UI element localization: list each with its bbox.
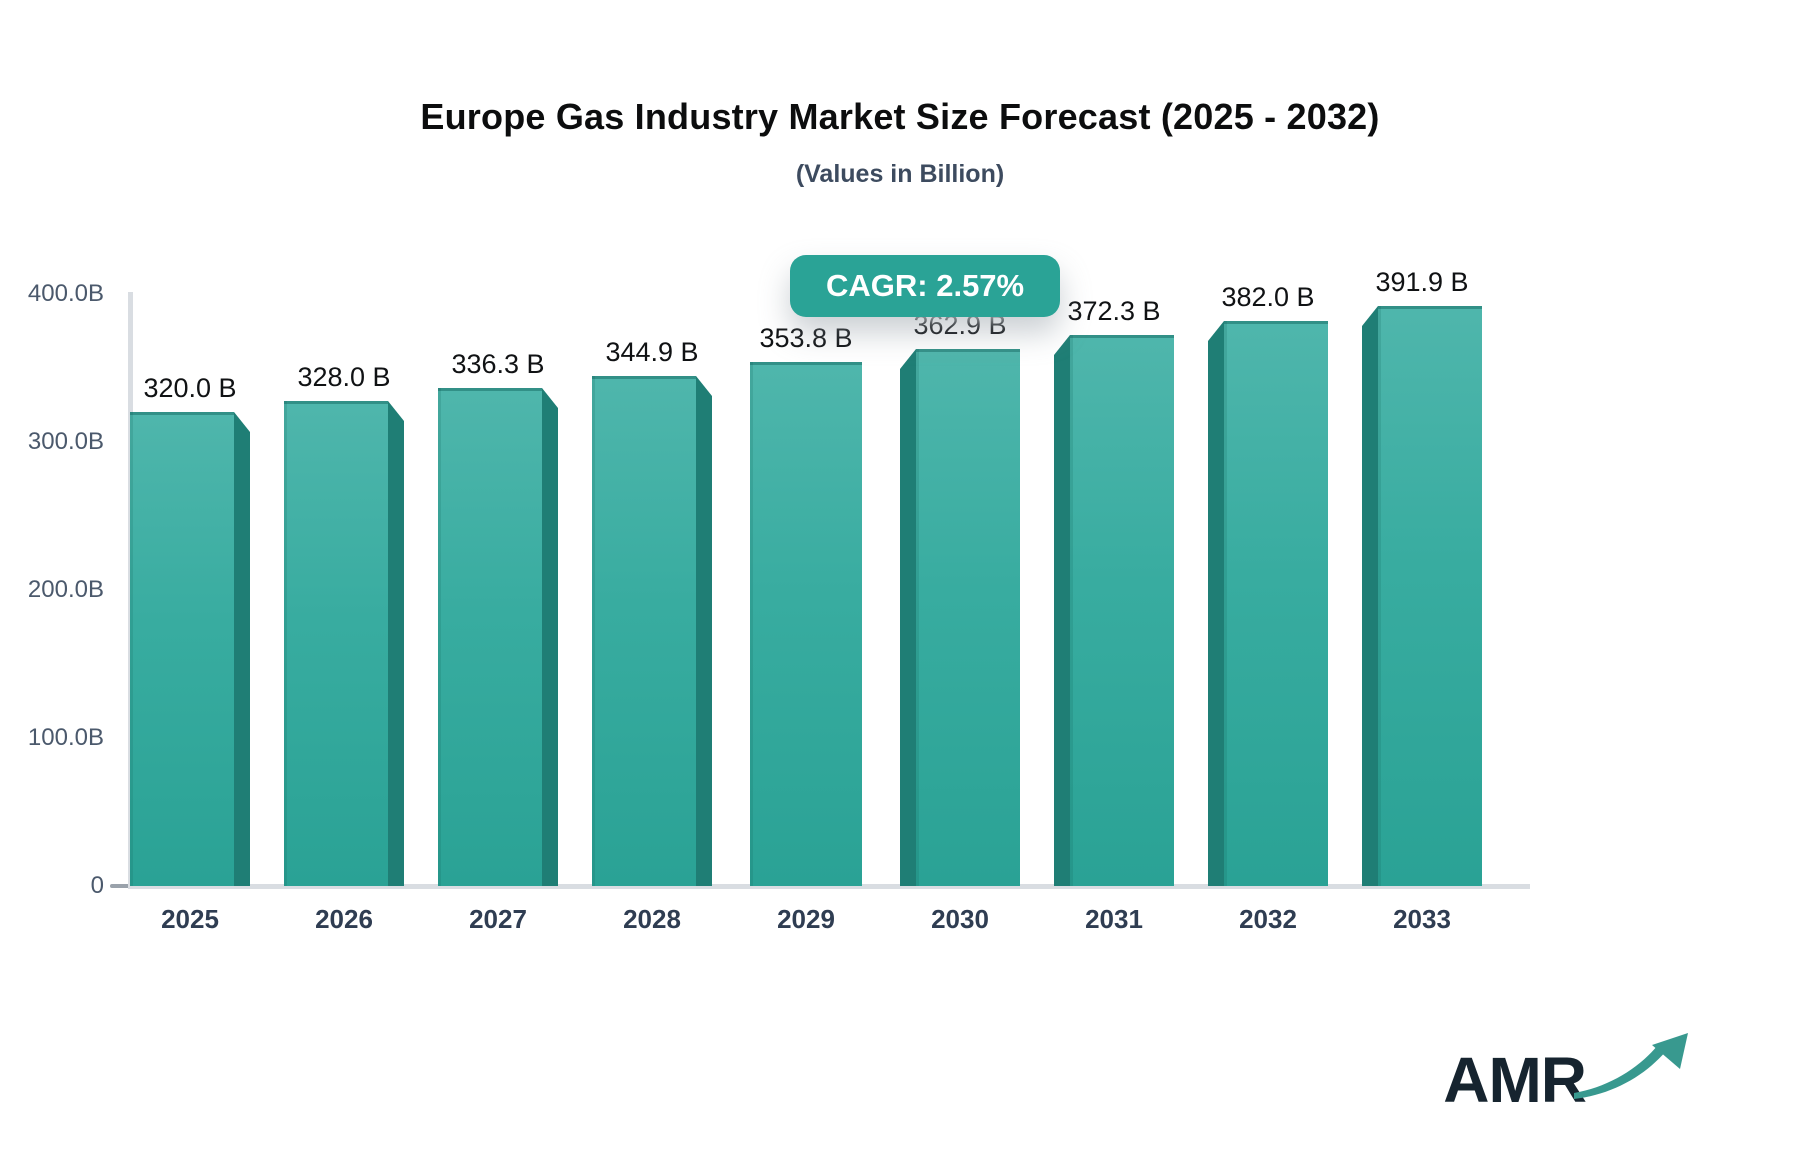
- bar-face: [916, 349, 1020, 886]
- bar-side-face: [900, 349, 916, 886]
- bar: [1362, 306, 1482, 886]
- bar: [1208, 321, 1328, 886]
- bar-face: [1224, 321, 1328, 886]
- amr-logo-text: AMR: [1443, 1044, 1587, 1116]
- bar-face: [284, 401, 388, 886]
- bar-value-label: 320.0 B: [143, 373, 237, 403]
- x-tick-label: 2029: [777, 904, 835, 934]
- bar-value-label: 372.3 B: [1067, 296, 1161, 326]
- bar-side-face: [696, 376, 712, 886]
- x-tick-label: 2030: [931, 904, 989, 934]
- bar-value-label: 382.0 B: [1221, 282, 1315, 312]
- bar: [900, 349, 1020, 886]
- bar-side-face: [234, 412, 250, 886]
- amr-logo: AMR: [1443, 1025, 1692, 1116]
- bar: [284, 401, 404, 886]
- y-tick-label: 200.0B: [27, 576, 104, 603]
- x-tick-label: 2026: [315, 904, 373, 934]
- bar-face: [130, 412, 234, 886]
- x-tick-label: 2032: [1239, 904, 1297, 934]
- bar: [592, 376, 712, 886]
- bar-side-face: [1362, 306, 1378, 886]
- growth-arrow-icon: [1572, 1025, 1692, 1108]
- bar-side-face: [1054, 335, 1070, 886]
- bar-value-label: 336.3 B: [451, 349, 545, 379]
- bar: [130, 412, 250, 886]
- bar-face: [1070, 335, 1174, 886]
- bar-side-face: [388, 401, 404, 886]
- bar-value-label: 328.0 B: [297, 362, 391, 392]
- bar: [1054, 335, 1174, 886]
- bar-face: [750, 362, 862, 886]
- zero-tick-dash: [110, 884, 130, 888]
- bar: [438, 388, 558, 886]
- x-tick-label: 2028: [623, 904, 681, 934]
- y-tick-label: 400.0B: [27, 280, 104, 307]
- chart-title: Europe Gas Industry Market Size Forecast…: [420, 96, 1380, 137]
- bar-value-label: 353.8 B: [759, 323, 853, 353]
- bar-face: [1378, 306, 1482, 886]
- bar-value-label: 391.9 B: [1375, 267, 1469, 297]
- bar-side-face: [542, 388, 558, 886]
- x-tick-label: 2033: [1393, 904, 1451, 934]
- x-tick-label: 2031: [1085, 904, 1143, 934]
- y-tick-label: 300.0B: [27, 428, 104, 455]
- bar-value-label: 344.9 B: [605, 337, 699, 367]
- bar-face: [438, 388, 542, 886]
- x-axis-line: [128, 884, 1530, 889]
- bar-side-face: [1208, 321, 1224, 886]
- x-tick-label: 2025: [161, 904, 219, 934]
- y-tick-label: 100.0B: [27, 724, 104, 751]
- bar-face: [592, 376, 696, 886]
- y-tick-label: 0: [90, 872, 104, 899]
- plot-area: 320.0 B 2025 328.0 B 2026 336.3 B 2027 344.9 B…: [130, 267, 1532, 934]
- chart-subtitle: (Values in Billion): [795, 160, 1005, 188]
- cagr-badge: CAGR: 2.57%: [790, 255, 1061, 317]
- x-tick-label: 2027: [469, 904, 527, 934]
- bar: [750, 362, 862, 886]
